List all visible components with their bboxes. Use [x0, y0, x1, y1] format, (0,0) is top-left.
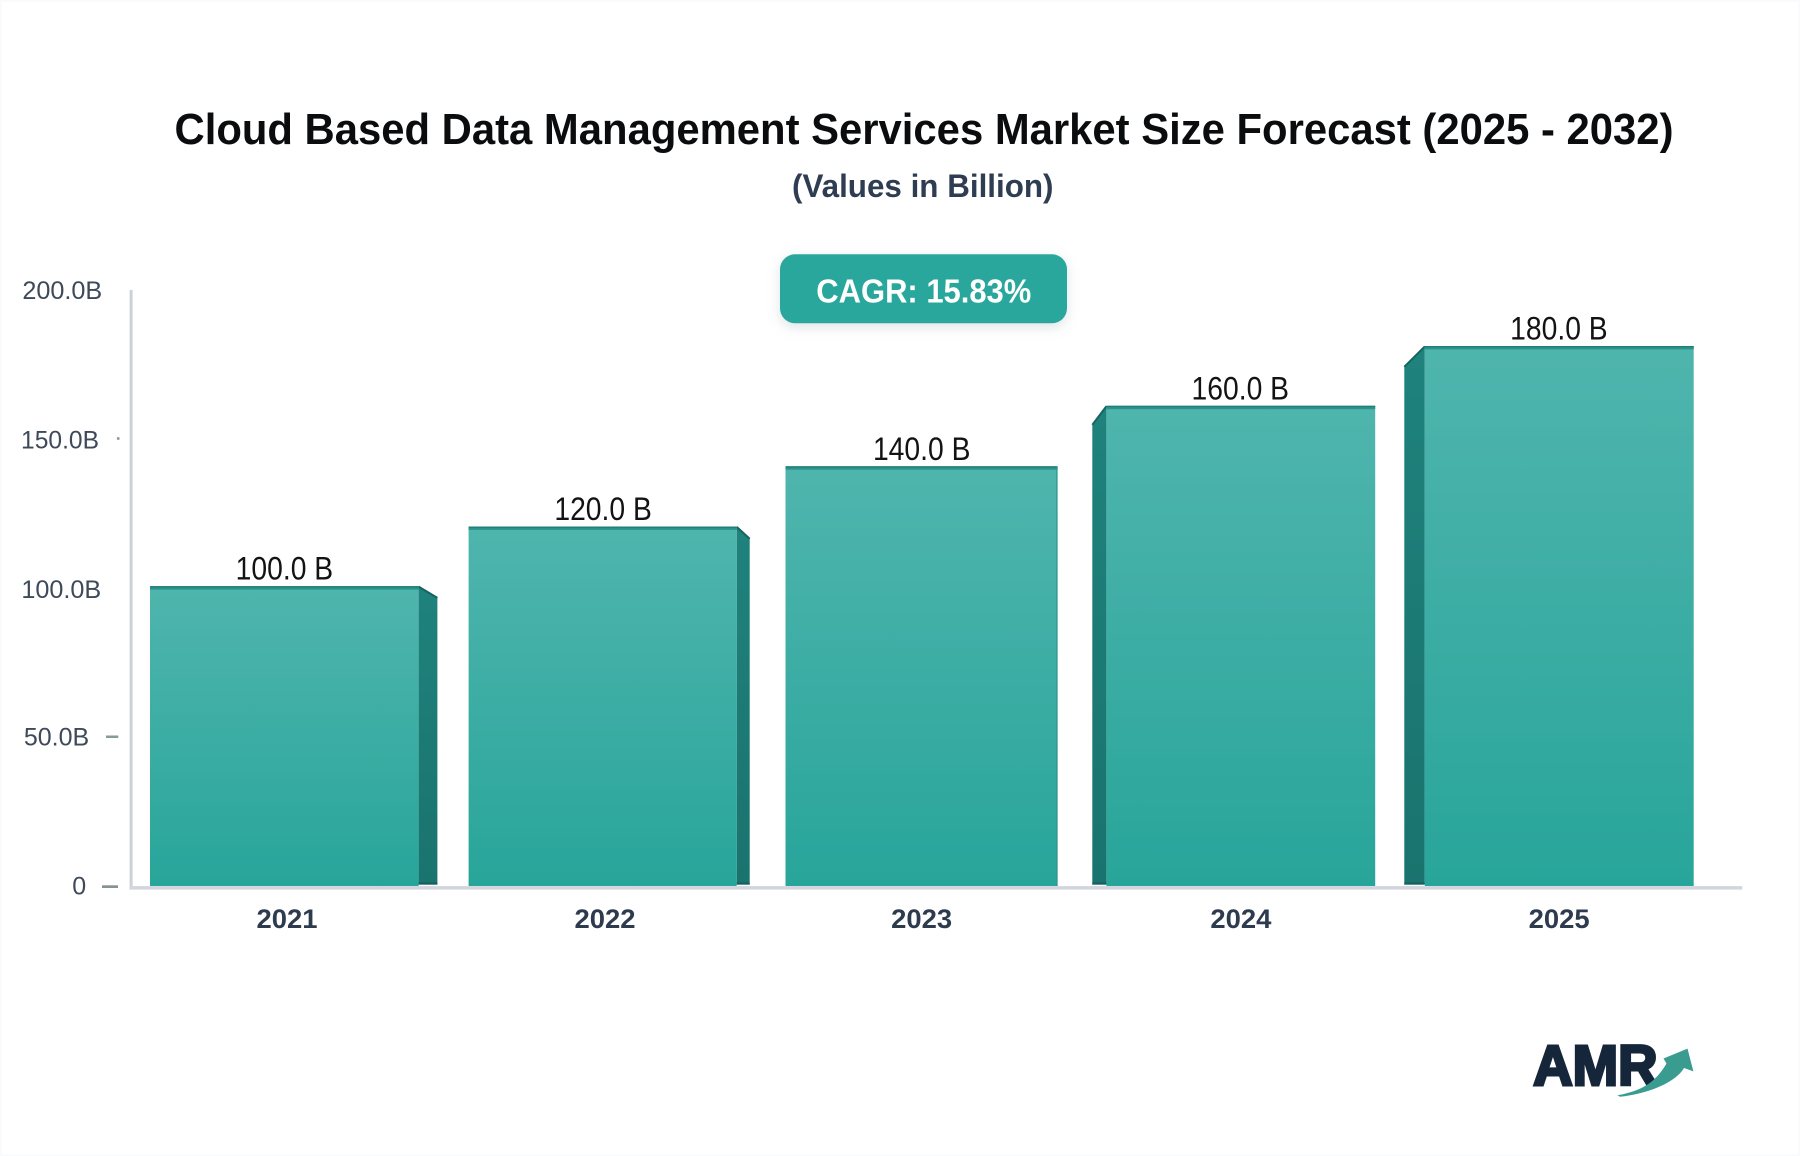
svg-text:2025: 2025 — [1529, 904, 1590, 934]
svg-text:180.0 B: 180.0 B — [1510, 311, 1608, 347]
svg-text:2024: 2024 — [1210, 904, 1271, 934]
svg-text:100.0B: 100.0B — [21, 576, 101, 604]
svg-text:(Values in Billion): (Values in Billion) — [792, 168, 1054, 204]
svg-text:100.0 B: 100.0 B — [236, 551, 334, 587]
svg-text:50.0B: 50.0B — [24, 724, 89, 752]
svg-text:140.0 B: 140.0 B — [873, 431, 971, 467]
svg-text:2022: 2022 — [575, 904, 636, 934]
svg-text:Cloud Based Data Management Se: Cloud Based Data Management Services Mar… — [175, 105, 1674, 154]
svg-text:160.0 B: 160.0 B — [1192, 370, 1290, 406]
svg-text:120.0 B: 120.0 B — [554, 491, 652, 527]
svg-text:AMR: AMR — [1533, 1034, 1657, 1098]
svg-text:0: 0 — [72, 872, 86, 900]
svg-text:2023: 2023 — [891, 904, 952, 934]
svg-text:CAGR: 15.83%: CAGR: 15.83% — [816, 273, 1031, 310]
svg-text:150.0B: 150.0B — [21, 428, 99, 455]
svg-text:200.0B: 200.0B — [22, 277, 102, 305]
svg-text:2021: 2021 — [257, 904, 318, 934]
